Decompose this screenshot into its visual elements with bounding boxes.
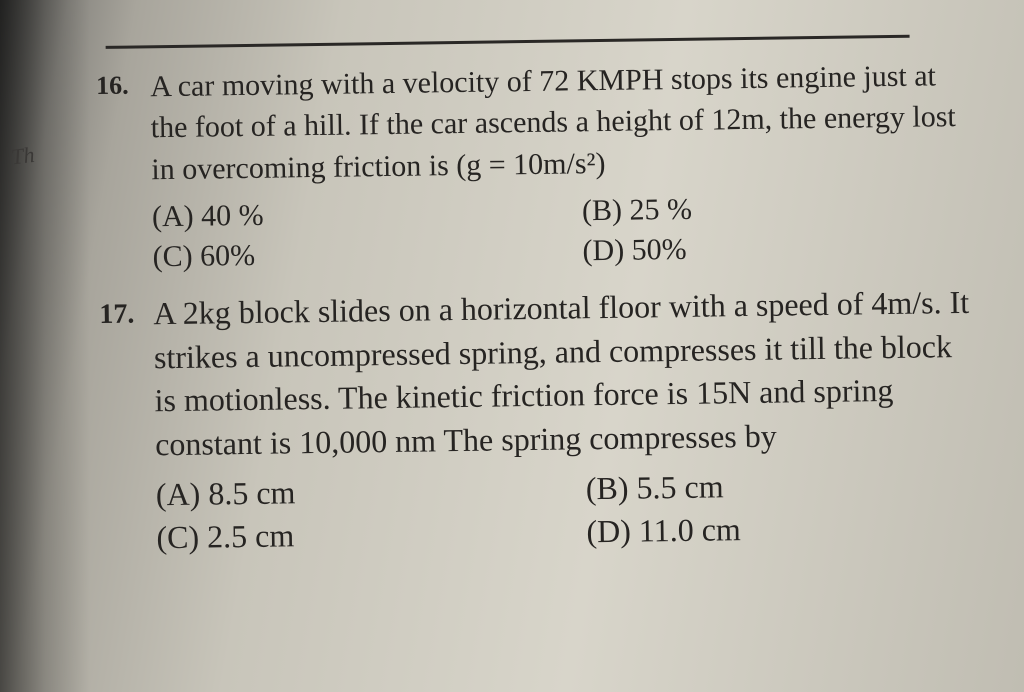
page-content: Th 16. A car moving with a velocity of 7… [55,13,1008,692]
option-b: (B) 5.5 cm [586,465,976,507]
option-a: (A) 8.5 cm [156,471,546,513]
question-17-options: (A) 8.5 cm (B) 5.5 cm (C) 2.5 cm (D) 11.… [156,465,977,556]
question-16-options: (A) 40 % (B) 25 % (C) 60% (D) 50% [152,189,973,274]
question-16: 16. A car moving with a velocity of 72 K… [96,55,972,191]
margin-scribble: Th [10,142,36,171]
option-d: (D) 11.0 cm [586,508,976,550]
question-number: 17. [99,292,154,331]
question-text: A car moving with a velocity of 72 KMPH … [150,55,972,191]
question-text: A 2kg block slides on a horizontal floor… [153,281,975,466]
option-b: (B) 25 % [582,189,972,228]
option-c: (C) 2.5 cm [156,514,546,556]
option-c: (C) 60% [152,235,542,274]
horizontal-rule [106,35,910,49]
option-a: (A) 40 % [152,195,542,234]
question-number: 16. [96,66,150,101]
question-17: 17. A 2kg block slides on a horizontal f… [99,281,975,467]
option-d: (D) 50% [582,229,972,268]
